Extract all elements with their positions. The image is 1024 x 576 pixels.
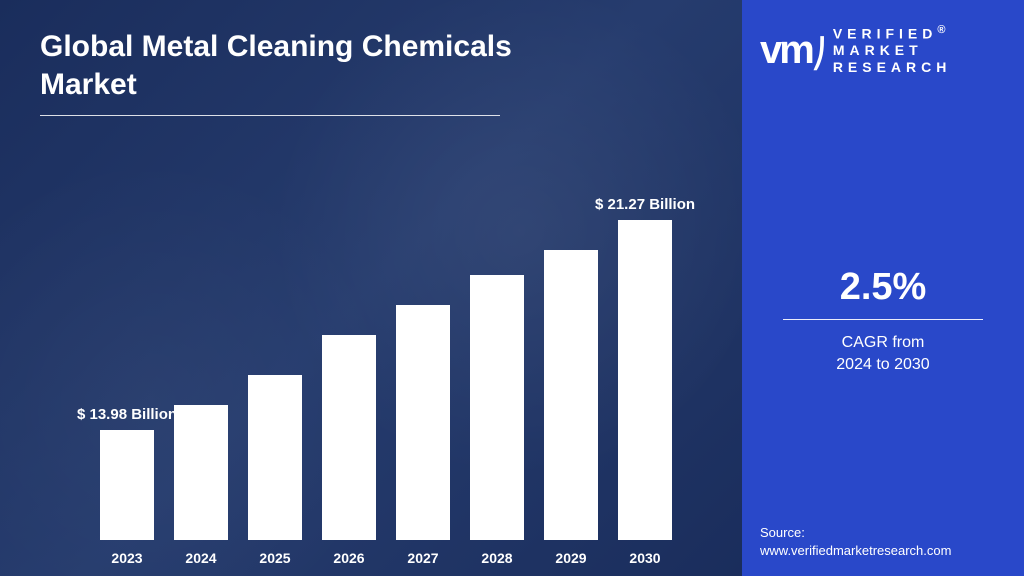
bar-2026 <box>322 335 376 540</box>
logo-text: VERIFIED® MARKET RESEARCH <box>833 24 952 76</box>
cagr-label-line2: 2024 to 2030 <box>836 356 929 373</box>
brand-line3: RESEARCH <box>833 59 952 75</box>
cagr-label-line1: CAGR from <box>842 334 925 351</box>
x-label: 2025 <box>248 550 302 566</box>
bar-rect <box>470 275 524 540</box>
cagr-value: 2.5% <box>760 266 1006 309</box>
first-value-text: $ 13.98 Billion <box>77 406 177 423</box>
cagr-block: 2.5% CAGR from 2024 to 2030 <box>760 266 1006 375</box>
bar-2028 <box>470 275 524 540</box>
bar-chart: $ 13.98 Billion $ 21.27 Billion <box>100 160 680 540</box>
bar-value-label-last: $ 21.27 Billion <box>595 196 695 214</box>
bar-rect <box>248 375 302 540</box>
bar-rect <box>396 305 450 540</box>
bar-2030: $ 21.27 Billion <box>618 196 672 540</box>
x-axis-labels: 2023 2024 2025 2026 2027 2028 2029 2030 <box>100 550 680 566</box>
x-label: 2029 <box>544 550 598 566</box>
chart-title: Global Metal Cleaning Chemicals Market <box>40 28 580 103</box>
info-panel: vm⎠ VERIFIED® MARKET RESEARCH 2.5% CAGR … <box>742 0 1024 576</box>
bar-rect <box>618 220 672 540</box>
bar-rect <box>100 430 154 540</box>
source-block: Source: www.verifiedmarketresearch.com <box>760 524 951 560</box>
bar-rect <box>544 250 598 540</box>
x-label: 2026 <box>322 550 376 566</box>
source-url: www.verifiedmarketresearch.com <box>760 543 951 558</box>
bar-2024 <box>174 405 228 540</box>
x-label: 2024 <box>174 550 228 566</box>
logo-mark-text: vm <box>760 28 812 72</box>
cagr-label: CAGR from 2024 to 2030 <box>760 332 1006 375</box>
brand-line2: MARKET <box>833 42 923 58</box>
x-label: 2030 <box>618 550 672 566</box>
x-label: 2027 <box>396 550 450 566</box>
bar-rect <box>322 335 376 540</box>
bar-2025 <box>248 375 302 540</box>
x-label: 2028 <box>470 550 524 566</box>
bar-2027 <box>396 305 450 540</box>
title-underline <box>40 115 500 116</box>
bar-value-label-first: $ 13.98 Billion <box>77 406 177 424</box>
x-label: 2023 <box>100 550 154 566</box>
logo-mark: vm⎠ <box>760 30 823 70</box>
cagr-underline <box>783 319 983 320</box>
last-value-text: $ 21.27 Billion <box>595 196 695 213</box>
chart-panel: Global Metal Cleaning Chemicals Market $… <box>0 0 742 576</box>
brand-line1: VERIFIED <box>833 26 938 42</box>
bar-2023: $ 13.98 Billion <box>100 406 154 540</box>
bar-rect <box>174 405 228 540</box>
source-label: Source: <box>760 525 805 540</box>
registered-icon: ® <box>937 24 950 36</box>
bar-2029 <box>544 250 598 540</box>
brand-logo: vm⎠ VERIFIED® MARKET RESEARCH <box>760 24 1006 76</box>
